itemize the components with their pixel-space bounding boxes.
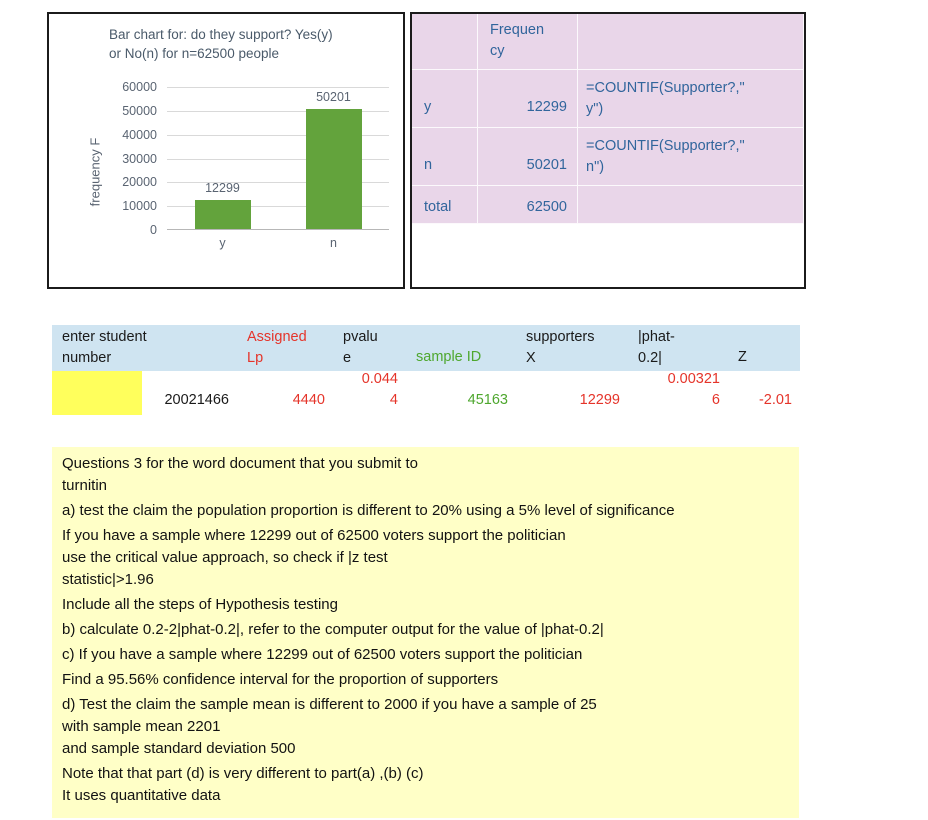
- frequency-formula-panel: Frequen cy y 12299 =COUNTIF(Supporter?,"…: [410, 12, 806, 289]
- chart-ytick-label: 20000: [122, 175, 157, 190]
- question-paragraph: b) calculate 0.2-2|phat-0.2|, refer to t…: [62, 621, 604, 638]
- freq-header-frequency[interactable]: Frequen cy: [478, 14, 578, 70]
- chart-gridline: [167, 182, 389, 184]
- chart-bar-y: [194, 199, 251, 229]
- question-paragraph: Find a 95.56% confidence interval for th…: [62, 671, 499, 688]
- cell-student-number[interactable]: 20021466: [142, 371, 237, 415]
- chart-gridline: [167, 134, 389, 136]
- cell-supporters[interactable]: 12299: [516, 371, 628, 415]
- chart-category-label: y: [219, 236, 226, 250]
- chart-y-axis-title: frequency F: [87, 137, 103, 207]
- chart-ytick-label: 60000: [122, 80, 157, 94]
- chart-ytick-label: 50000: [122, 103, 157, 118]
- chart-bar-n: [305, 109, 362, 229]
- chart-gridline: [167, 87, 389, 88]
- question-paragraph: c) If you have a sample where 12299 out …: [62, 646, 583, 663]
- freq-cell-formula-y[interactable]: =COUNTIF(Supporter?," y"): [578, 70, 804, 128]
- frequency-table: Frequen cy y 12299 =COUNTIF(Supporter?,"…: [412, 14, 804, 224]
- chart-gridline: [167, 158, 389, 160]
- chart-ytick-label: 30000: [122, 151, 157, 166]
- freq-cell-label-y[interactable]: y: [412, 70, 478, 128]
- cell-assigned-lp[interactable]: 4440: [237, 371, 333, 415]
- chart-gridline: [167, 110, 389, 112]
- question-paragraph: Questions 3 for the word document that y…: [62, 455, 419, 494]
- question-paragraph: a) test the claim the population proport…: [62, 502, 675, 519]
- chart-title: Bar chart for: do they support? Yes(y) o…: [109, 27, 333, 61]
- freq-cell-formula-n[interactable]: =COUNTIF(Supporter?," n"): [578, 128, 804, 186]
- cell-z[interactable]: -2.01: [728, 371, 800, 415]
- freq-cell-value-n[interactable]: 50201: [478, 128, 578, 186]
- question-paragraph: Note that that part (d) is very differen…: [62, 765, 424, 804]
- chart-bar-value-label: 50201: [316, 90, 351, 105]
- freq-cell-formula-total[interactable]: [578, 186, 804, 224]
- header-enter-student-number[interactable]: enter student number: [52, 325, 237, 371]
- bar-chart-panel: Bar chart for: do they support? Yes(y) o…: [47, 12, 405, 289]
- chart-category-label: n: [330, 236, 337, 250]
- question-paragraph: If you have a sample where 12299 out of …: [62, 527, 566, 588]
- cell-pvalue[interactable]: 0.044 4: [333, 371, 406, 415]
- header-assigned-lp[interactable]: Assigned Lp: [237, 325, 333, 371]
- header-supporters-x[interactable]: supporters X: [516, 325, 628, 371]
- header-z[interactable]: Z: [728, 325, 800, 371]
- calculation-table: enter student number Assigned Lp pvalu e…: [52, 325, 800, 415]
- header-phat[interactable]: |phat- 0.2|: [628, 325, 728, 371]
- chart-bar-value-label: 12299: [205, 180, 240, 195]
- header-sample-id[interactable]: sample ID: [406, 325, 516, 371]
- freq-cell-value-y[interactable]: 12299: [478, 70, 578, 128]
- freq-cell-label-total[interactable]: total: [412, 186, 478, 224]
- cell-phat[interactable]: 0.00321 6: [628, 371, 728, 415]
- header-pvalue[interactable]: pvalu e: [333, 325, 406, 371]
- chart-ytick-label: 40000: [122, 127, 157, 142]
- bar-chart-plot: 0 10000 20000 30000 40000 50000 60000 12299 y 502…: [122, 80, 389, 250]
- freq-cell-value-total[interactable]: 62500: [478, 186, 578, 224]
- chart-ytick-label: 0: [150, 223, 157, 237]
- chart-ytick-label: 10000: [122, 199, 157, 214]
- freq-cell-label-n[interactable]: n: [412, 128, 478, 186]
- freq-cell-blank[interactable]: [578, 14, 804, 70]
- question-paragraph: d) Test the claim the sample mean is dif…: [62, 696, 597, 757]
- cell-student-input[interactable]: [52, 371, 142, 415]
- cell-sample-id[interactable]: 45163: [406, 371, 516, 415]
- freq-cell-blank[interactable]: [412, 14, 478, 70]
- question-paragraph: Include all the steps of Hypothesis test…: [62, 596, 338, 613]
- questions-panel: Questions 3 for the word document that y…: [52, 447, 799, 818]
- chart-gridline: [167, 206, 389, 208]
